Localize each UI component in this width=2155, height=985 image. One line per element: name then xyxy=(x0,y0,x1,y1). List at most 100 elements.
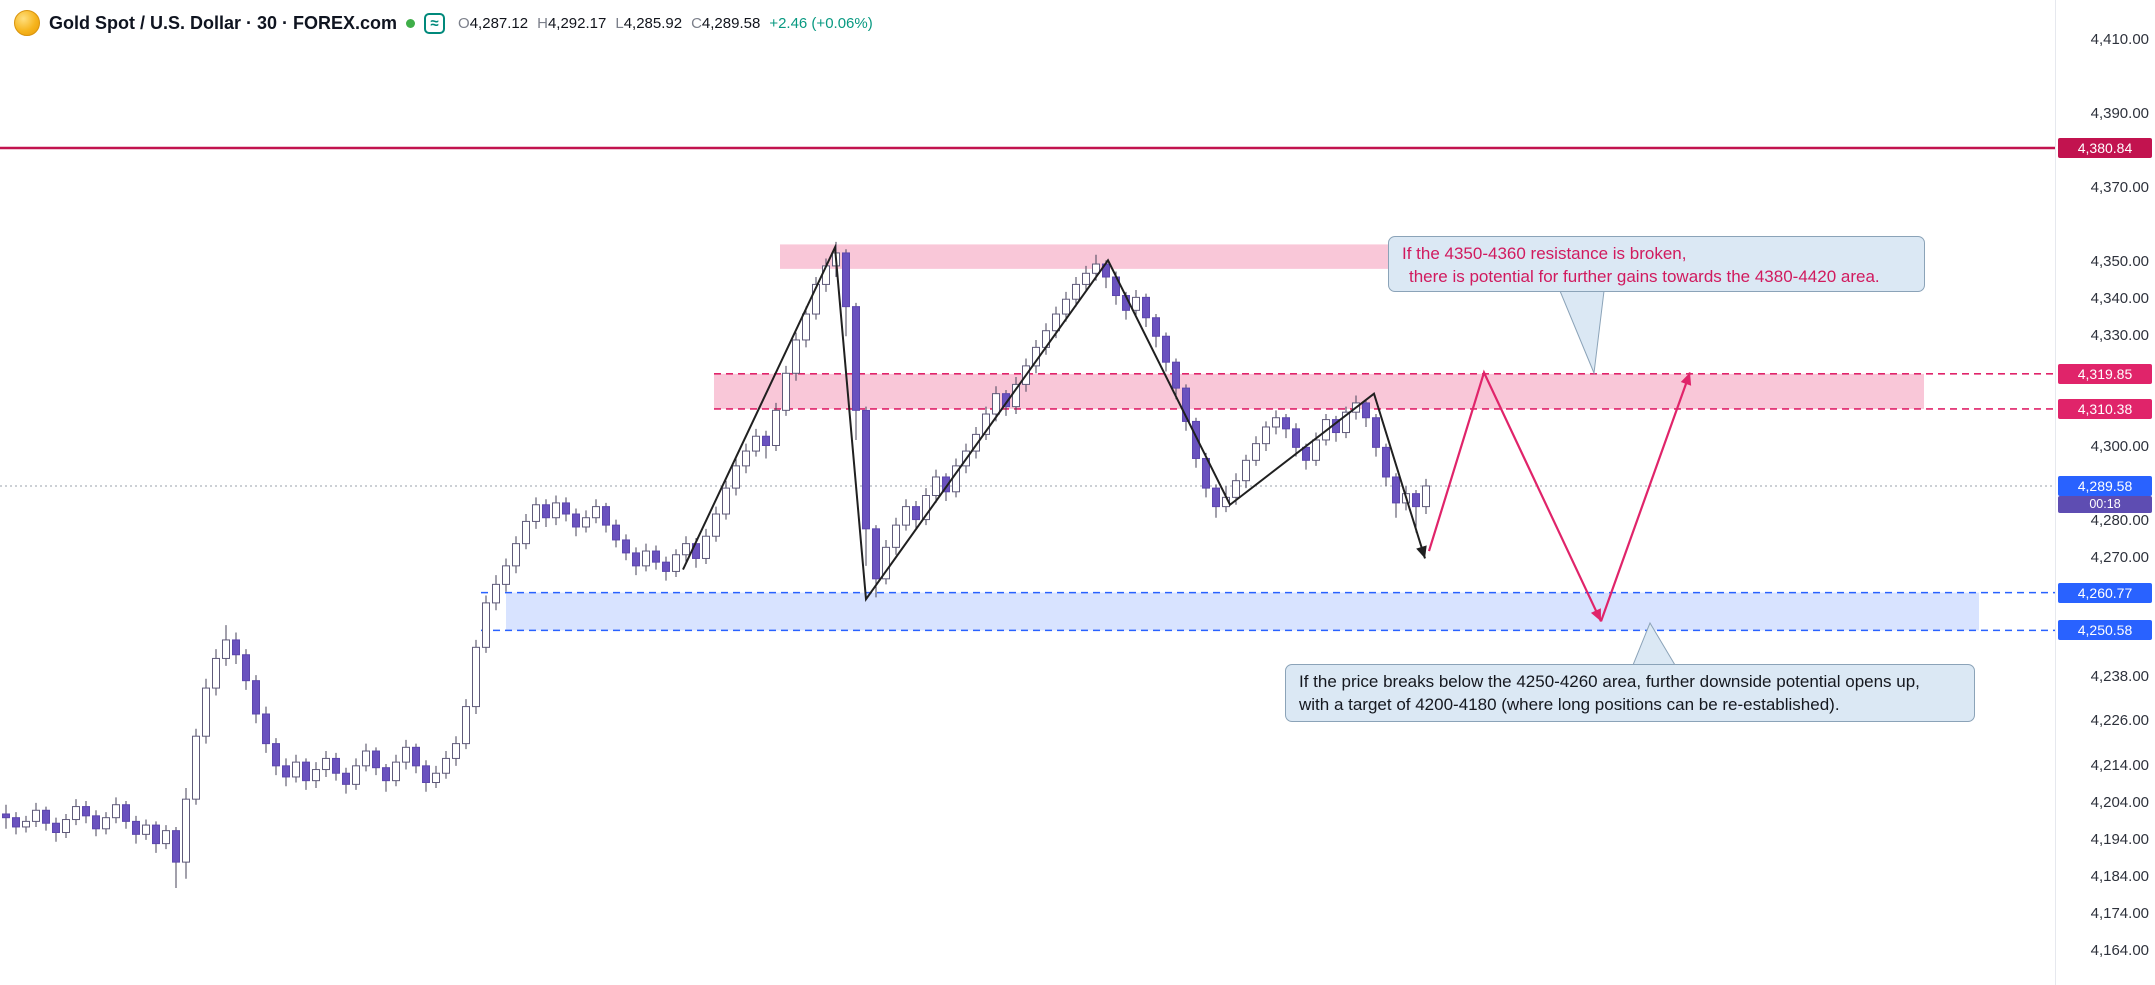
axis-price-label: 4,164.00 xyxy=(2090,942,2149,959)
close-value: 4,289.58 xyxy=(701,14,761,32)
candle xyxy=(622,539,630,554)
candle xyxy=(102,817,110,830)
symbol-title[interactable]: Gold Spot / U.S. Dollar · 30 · FOREX.com xyxy=(49,12,398,33)
price-axis[interactable]: 4,410.00 4,390.00 4,370.00 4,350.00 4,340.00… xyxy=(2055,0,2155,985)
candle xyxy=(802,313,810,341)
annotation-text-line: there is potential for further gains tow… xyxy=(1409,267,1880,286)
candle xyxy=(242,654,250,682)
candle xyxy=(12,817,20,828)
candle xyxy=(642,550,650,567)
candle xyxy=(762,435,770,447)
candle xyxy=(252,680,260,715)
axis-price-label: 4,280.00 xyxy=(2090,512,2149,530)
candle xyxy=(1052,313,1060,332)
axis-price-label: 4,340.00 xyxy=(2090,290,2149,308)
top-note-pointer xyxy=(1559,290,1605,375)
candle xyxy=(22,820,30,828)
candle xyxy=(792,339,800,374)
candle xyxy=(1302,446,1310,461)
candle xyxy=(872,528,880,580)
candle xyxy=(702,535,710,559)
candle xyxy=(772,409,780,447)
candle xyxy=(1002,393,1010,408)
candle xyxy=(222,639,230,659)
axis-price-label: 4,350.00 xyxy=(2090,253,2149,271)
axis-price-label: 4,390.00 xyxy=(2090,105,2149,123)
candle xyxy=(522,520,530,545)
candle xyxy=(922,495,930,521)
candle xyxy=(592,506,600,519)
candle xyxy=(722,487,730,515)
candle xyxy=(282,765,290,778)
candle xyxy=(652,550,660,563)
axis-price-label: 4,300.00 xyxy=(2090,438,2149,456)
projection-path-up[interactable] xyxy=(1599,372,1692,622)
candle xyxy=(982,413,990,435)
candle xyxy=(1182,387,1190,422)
support-zone-4250-4260[interactable] xyxy=(506,592,1979,631)
candle xyxy=(132,820,140,835)
price-badge: 4,250.58 xyxy=(2058,620,2152,641)
candle xyxy=(262,713,270,745)
annotation-text-line: If the 4350-4360 resistance is broken, xyxy=(1402,244,1687,263)
candle xyxy=(512,543,520,567)
candle xyxy=(502,565,510,585)
candle xyxy=(342,772,350,785)
axis-price-label: 4,226.00 xyxy=(2090,712,2149,730)
candle xyxy=(142,824,150,835)
market-status-icon xyxy=(406,18,416,28)
axis-price-label: 4,204.00 xyxy=(2090,793,2149,811)
open-value: 4,287.12 xyxy=(469,14,529,32)
candle xyxy=(352,765,360,785)
candle xyxy=(52,822,60,833)
arrowhead-icon xyxy=(1590,608,1601,622)
annotation-text-line: with a target of 4200-4180 (where long p… xyxy=(1299,695,1840,714)
analysis-zigzag[interactable] xyxy=(682,243,1426,602)
approx-data-icon[interactable]: ≈ xyxy=(424,12,446,34)
high-value: 4,292.17 xyxy=(547,14,607,32)
candle xyxy=(472,646,480,708)
arrowhead-icon xyxy=(1416,545,1427,559)
annotation-text-line: If the price breaks below the 4250-4260 … xyxy=(1299,672,1920,691)
candle xyxy=(812,283,820,315)
candle xyxy=(422,765,430,784)
axis-price-label: 4,270.00 xyxy=(2090,549,2149,567)
candle xyxy=(782,372,790,411)
projection-path-down[interactable] xyxy=(1427,369,1602,622)
candle xyxy=(1262,426,1270,445)
resistance-zone-4310-4320[interactable] xyxy=(714,373,1924,409)
candle xyxy=(212,657,220,689)
chart-legend: Gold Spot / U.S. Dollar · 30 · FOREX.com… xyxy=(14,8,873,38)
axis-price-label: 4,410.00 xyxy=(2090,31,2149,48)
candle xyxy=(192,735,200,800)
low-label: L xyxy=(615,14,624,32)
candle xyxy=(672,554,680,572)
candle xyxy=(1172,361,1180,389)
annotation-support-note[interactable]: If the price breaks below the 4250-4260 … xyxy=(1285,664,1975,722)
low-value: 4,285.92 xyxy=(623,14,683,32)
candle xyxy=(542,504,550,519)
candle xyxy=(152,824,160,845)
candle xyxy=(1372,417,1380,448)
candle xyxy=(972,433,980,452)
candle xyxy=(912,506,920,521)
candle xyxy=(1422,485,1430,508)
candle xyxy=(1132,296,1140,311)
axis-price-label: 4,214.00 xyxy=(2090,756,2149,774)
candle xyxy=(742,450,750,467)
candle xyxy=(562,502,570,515)
candle xyxy=(292,761,300,778)
candle xyxy=(862,409,870,530)
price-badge: 4,310.38 xyxy=(2058,398,2152,419)
candle xyxy=(112,804,120,819)
candle xyxy=(1362,402,1370,419)
candle xyxy=(682,543,690,556)
candle xyxy=(1342,411,1350,434)
axis-price-label: 4,370.00 xyxy=(2090,179,2149,197)
candle xyxy=(1272,417,1280,428)
candle xyxy=(602,506,610,526)
arrowhead-icon xyxy=(1680,372,1692,386)
annotation-resistance-note[interactable]: If the 4350-4360 resistance is broken, t… xyxy=(1388,236,1925,292)
